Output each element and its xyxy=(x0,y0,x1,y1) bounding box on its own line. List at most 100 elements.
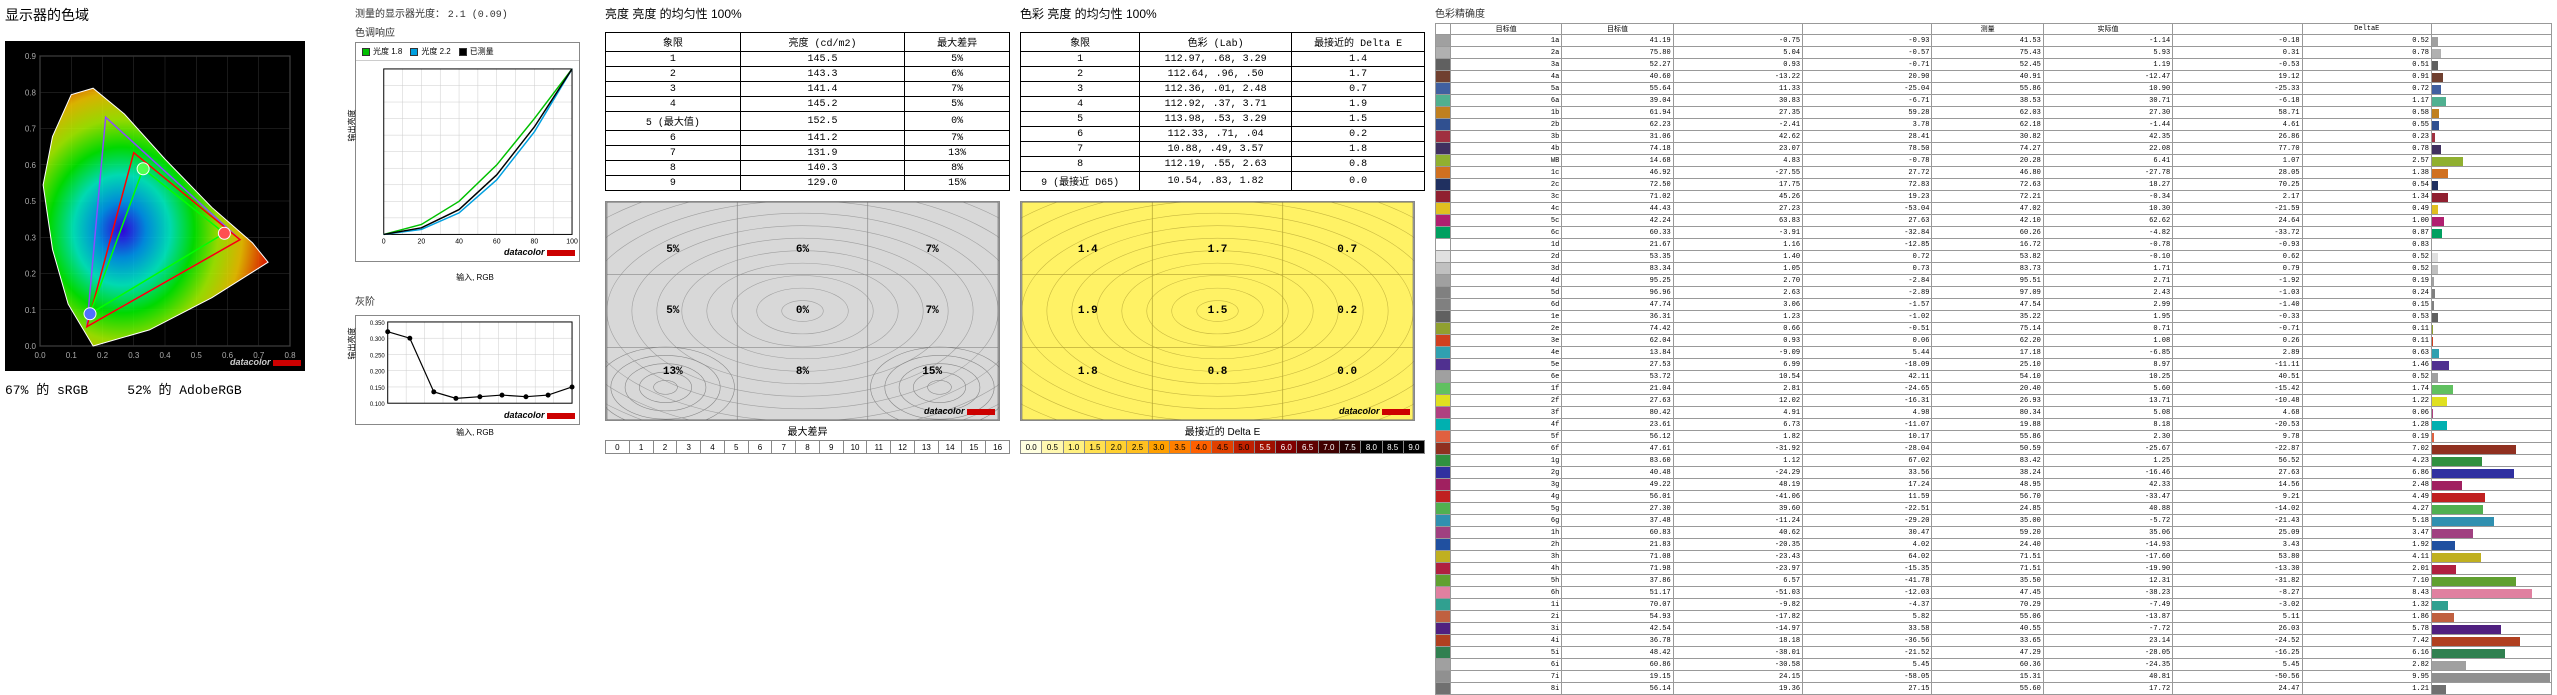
contour-value: 1.5 xyxy=(1208,305,1228,317)
contour-value: 0% xyxy=(796,305,809,317)
accuracy-row: 3d83.34 1.05 0.7383.73 1.71 0.790.52 xyxy=(1436,263,2552,275)
brand-label: datacolor xyxy=(504,410,575,420)
brand-label: datacolor xyxy=(504,247,575,257)
svg-text:0.1: 0.1 xyxy=(66,351,78,360)
color-swatch xyxy=(1436,59,1451,71)
color-swatch xyxy=(1436,443,1451,455)
accuracy-row: 1c46.92-27.5527.7246.80-27.7828.051.38 xyxy=(1436,167,2552,179)
accuracy-row: 1g83.60 1.12 67.0283.42 1.25 56.524.23 xyxy=(1436,455,2552,467)
accuracy-row: 3a52.27 0.93-0.7152.45 1.19-0.530.51 xyxy=(1436,59,2552,71)
delta-bar xyxy=(2432,323,2552,335)
color-swatch xyxy=(1436,515,1451,527)
table-row: 2143.36% xyxy=(606,67,1010,82)
accuracy-row: 1a41.19-0.75-0.9341.53-1.14-0.180.52 xyxy=(1436,35,2552,47)
svg-text:20: 20 xyxy=(418,238,426,245)
accuracy-row: 1b61.9427.35 59.2862.03 27.3058.710.58 xyxy=(1436,107,2552,119)
table-row: 8112.19, .55, 2.630.8 xyxy=(1021,157,1425,172)
accuracy-row: 4b74.18 23.0778.5074.27 22.0877.700.78 xyxy=(1436,143,2552,155)
contour-value: 1.9 xyxy=(1078,305,1098,317)
col-title: 色彩 亮度 的均匀性 100% xyxy=(1020,5,1425,22)
svg-text:0.300: 0.300 xyxy=(370,337,386,343)
accuracy-row: 5f56.12 1.82 10.1755.86 2.30 9.780.19 xyxy=(1436,431,2552,443)
accuracy-row: 4a40.60-13.2220.9040.91-12.4719.120.91 xyxy=(1436,71,2552,83)
table-row: 5 (最大值)152.50% xyxy=(606,112,1010,131)
svg-text:0.2: 0.2 xyxy=(25,270,37,279)
color-swatch xyxy=(1436,35,1451,47)
delta-bar xyxy=(2432,191,2552,203)
color-swatch xyxy=(1436,299,1451,311)
contour-value: 0.0 xyxy=(1337,366,1357,378)
accuracy-row: 3e62.04 0.93 0.0662.20 1.08 0.260.11 xyxy=(1436,335,2552,347)
accuracy-row: 2h21.83-20.35 4.0224.40-14.93 3.431.92 xyxy=(1436,539,2552,551)
delta-bar xyxy=(2432,395,2552,407)
color-swatch xyxy=(1436,671,1451,683)
accuracy-row: 5d96.96 2.63-2.8997.09 2.43-1.030.24 xyxy=(1436,287,2552,299)
color-swatch xyxy=(1436,431,1451,443)
delta-bar xyxy=(2432,575,2552,587)
lum-table: 象限亮度 (cd/m2)最大差异1145.55%2143.36%3141.47%… xyxy=(605,32,1010,191)
delta-bar xyxy=(2432,131,2552,143)
contour-value: 7% xyxy=(926,305,939,317)
delta-bar xyxy=(2432,515,2552,527)
color-swatch xyxy=(1436,635,1451,647)
accuracy-row: 6e53.72 10.54 42.1154.10 10.25 40.510.52 xyxy=(1436,371,2552,383)
table-row: 7 10.88, .49, 3.571.8 xyxy=(1021,142,1425,157)
contour-value: 1.8 xyxy=(1078,366,1098,378)
delta-bar xyxy=(2432,59,2552,71)
color-swatch xyxy=(1436,407,1451,419)
accuracy-row: 5e27.53 6.99-18.0925.10 8.97-11.111.46 xyxy=(1436,359,2552,371)
color-swatch xyxy=(1436,119,1451,131)
acc-title: 色彩精确度 xyxy=(1435,5,2552,20)
table-row: 4112.92, .37, 3.711.9 xyxy=(1021,97,1425,112)
accuracy-row: 4h71.98-23.97-15.3571.51-19.90-13.302.01 xyxy=(1436,563,2552,575)
color-swatch xyxy=(1436,551,1451,563)
accuracy-row: 3b31.06 42.6228.4130.82 42.3526.860.23 xyxy=(1436,131,2552,143)
delta-bar xyxy=(2432,311,2552,323)
delta-bar xyxy=(2432,359,2552,371)
accuracy-row: 5i48.42-38.01-21.5247.29-28.05-16.256.16 xyxy=(1436,647,2552,659)
gamut-caption: 67% 的 sRGB 52% 的 AdobeRGB xyxy=(5,379,345,398)
color-swatch xyxy=(1436,527,1451,539)
delta-bar xyxy=(2432,647,2552,659)
color-swatch xyxy=(1436,263,1451,275)
contour-value: 5% xyxy=(666,244,679,256)
accuracy-row: 4c44.43 27.23-53.0447.02 10.30-21.590.49 xyxy=(1436,203,2552,215)
brand-label: datacolor xyxy=(230,357,301,367)
svg-text:0.5: 0.5 xyxy=(25,197,37,206)
color-swatch xyxy=(1436,683,1451,695)
delta-bar xyxy=(2432,635,2552,647)
delta-bar xyxy=(2432,287,2552,299)
svg-text:0.3: 0.3 xyxy=(128,351,140,360)
accuracy-row: 6h51.17-51.03-12.0347.45-38.23-8.278.43 xyxy=(1436,587,2552,599)
contour-value: 8% xyxy=(796,366,809,378)
svg-text:0.100: 0.100 xyxy=(370,402,386,408)
accuracy-row: 2e74.42 0.66-0.5175.14 0.71-0.710.11 xyxy=(1436,323,2552,335)
accuracy-row: 6i60.86-30.58 5.4560.36-24.35 5.452.82 xyxy=(1436,659,2552,671)
accuracy-row: 6f47.61-31.92-28.0450.59-25.67-22.877.02 xyxy=(1436,443,2552,455)
svg-text:0.350: 0.350 xyxy=(370,321,386,327)
legend-item: 已测量 xyxy=(459,46,494,57)
color-swatch xyxy=(1436,47,1451,59)
delta-bar xyxy=(2432,335,2552,347)
color-swatch xyxy=(1436,563,1451,575)
delta-bar xyxy=(2432,203,2552,215)
gamut-chart: 0.00.00.10.10.20.20.30.30.40.50.50.60.60… xyxy=(5,41,305,371)
color-swatch xyxy=(1436,611,1451,623)
contour-value: 5% xyxy=(666,305,679,317)
accuracy-table: 目标值目标值测量实际值DeltaE1a41.19-0.75-0.9341.53-… xyxy=(1435,23,2552,695)
color-swatch xyxy=(1436,575,1451,587)
delta-bar xyxy=(2432,95,2552,107)
delta-bar xyxy=(2432,539,2552,551)
svg-text:0.5: 0.5 xyxy=(191,351,203,360)
delta-bar xyxy=(2432,119,2552,131)
accuracy-row: 6g37.48-11.24-29.2035.00-5.72-21.435.18 xyxy=(1436,515,2552,527)
table-row: 3112.36, .01, 2.480.7 xyxy=(1021,82,1425,97)
color-swatch xyxy=(1436,155,1451,167)
svg-text:0.250: 0.250 xyxy=(370,353,386,359)
table-row: 4145.25% xyxy=(606,97,1010,112)
color-swatch xyxy=(1436,251,1451,263)
color-swatch xyxy=(1436,395,1451,407)
color-swatch xyxy=(1436,467,1451,479)
color-swatch xyxy=(1436,455,1451,467)
delta-bar xyxy=(2432,503,2552,515)
